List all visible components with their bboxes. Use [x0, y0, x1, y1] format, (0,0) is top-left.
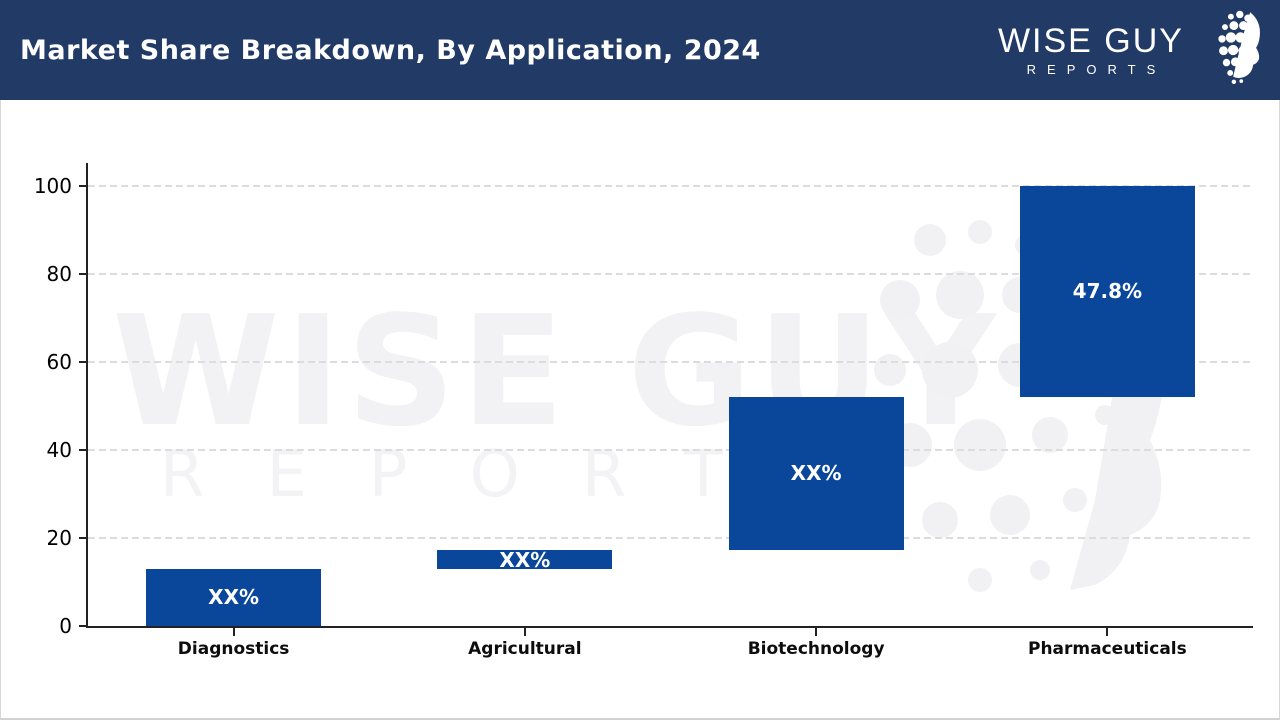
logo-subtext: REPORTS: [1026, 62, 1167, 77]
y-tick-mark: [79, 361, 86, 364]
x-axis-line: [86, 626, 1253, 628]
y-tick-label: 0: [59, 614, 72, 638]
x-category-label: Agricultural: [468, 639, 582, 659]
gridline: [88, 449, 1253, 452]
bar-value-label: XX%: [790, 461, 842, 486]
logo-wordmark: WISE GUY REPORTS: [998, 24, 1184, 76]
x-category-label: Biotechnology: [747, 639, 885, 659]
bar-value-label: XX%: [499, 547, 551, 572]
logo-head-icon: [1218, 10, 1260, 85]
x-tick-mark: [815, 628, 818, 636]
x-category-label: Pharmaceuticals: [1027, 639, 1187, 659]
x-tick-mark: [232, 628, 235, 636]
page-title: Market Share Breakdown, By Application, …: [20, 34, 761, 66]
y-tick-mark: [79, 625, 86, 627]
gridline: [88, 185, 1253, 188]
y-tick-label: 80: [46, 262, 72, 287]
x-tick-mark: [1106, 628, 1109, 636]
y-tick-label: 60: [46, 350, 72, 375]
header: Market Share Breakdown, By Application, …: [0, 0, 1280, 100]
x-tick-mark: [523, 628, 526, 636]
y-axis-line: [86, 163, 88, 628]
y-tick-mark: [79, 185, 86, 188]
gridline: [88, 537, 1253, 540]
y-tick-mark: [79, 273, 86, 276]
watermark-dots-icon: [874, 220, 1166, 592]
y-tick-label: 40: [46, 438, 72, 463]
y-tick-mark: [79, 537, 86, 540]
y-tick-label: 100: [33, 174, 72, 199]
bar-value-label: 47.8%: [1072, 279, 1143, 304]
x-category-label: Diagnostics: [177, 639, 290, 659]
bar-agricultural: XX%: [437, 547, 613, 572]
bar-value-label: XX%: [208, 585, 260, 610]
bar-diagnostics: XX%: [146, 568, 322, 626]
bar-pharmaceuticals: 47.8%: [1019, 186, 1195, 397]
y-tick-label: 20: [46, 526, 72, 551]
bar-biotechnology: XX%: [728, 396, 904, 551]
gridline: [88, 361, 1253, 364]
y-tick-mark: [79, 449, 86, 452]
logo-name: WISE GUY: [997, 22, 1184, 60]
gridline: [88, 273, 1253, 276]
brand-logo: WISE GUY REPORTS: [998, 8, 1262, 92]
